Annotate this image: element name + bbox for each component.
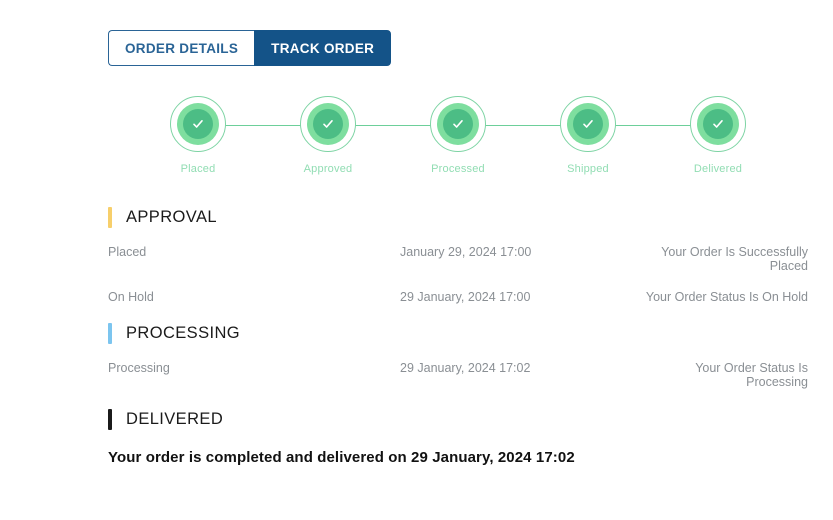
section-processing: PROCESSING Processing 29 January, 2024 1…: [108, 322, 808, 389]
section-approval-accent-bar: [108, 206, 112, 228]
row-status: Your Order Status Is On Hold: [645, 290, 808, 304]
step-delivered[interactable]: Delivered: [668, 88, 768, 175]
step-shipped[interactable]: Shipped: [538, 88, 638, 175]
check-icon: [711, 117, 725, 131]
section-delivered-title: DELIVERED: [126, 409, 224, 428]
stepper-connector-2: [328, 125, 458, 126]
step-delivered-circle: [690, 96, 746, 152]
row-name: Placed: [108, 245, 147, 259]
step-approved-circle: [300, 96, 356, 152]
row-date: 29 January, 2024 17:00: [400, 290, 531, 304]
step-processed-circle: [430, 96, 486, 152]
order-view-tabs: ORDER DETAILS TRACK ORDER: [108, 30, 392, 66]
step-placed[interactable]: Placed: [148, 88, 248, 175]
step-approved[interactable]: Approved: [278, 88, 378, 175]
section-processing-title: PROCESSING: [126, 323, 241, 342]
step-placed-label: Placed: [180, 163, 216, 175]
section-processing-accent-bar: [108, 322, 112, 344]
step-delivered-label: Delivered: [693, 163, 743, 175]
section-delivered-header: DELIVERED: [108, 408, 808, 430]
delivered-message: Your order is completed and delivered on…: [108, 449, 575, 466]
section-approval-header: APPROVAL: [108, 206, 808, 228]
row-date: January 29, 2024 17:00: [400, 245, 532, 259]
section-delivered: DELIVERED Your order is completed and de…: [108, 408, 808, 466]
section-processing-header: PROCESSING: [108, 322, 808, 344]
step-shipped-label: Shipped: [567, 163, 609, 175]
step-placed-circle: [170, 96, 226, 152]
tab-track-order[interactable]: TRACK ORDER: [254, 30, 392, 66]
step-processed-label: Processed: [431, 163, 485, 175]
table-row: On Hold 29 January, 2024 17:00 Your Orde…: [108, 290, 808, 304]
check-icon: [451, 117, 465, 131]
section-approval: APPROVAL Placed January 29, 2024 17:00 Y…: [108, 206, 808, 304]
section-approval-title: APPROVAL: [126, 207, 217, 226]
row-status: Your Order Is Successfully Placed: [661, 245, 808, 273]
order-progress-stepper: Placed Approved: [148, 88, 768, 178]
row-name: Processing: [108, 361, 170, 375]
row-status: Your Order Status Is Processing: [695, 361, 808, 389]
row-name: On Hold: [108, 290, 154, 304]
step-approved-label: Approved: [303, 163, 353, 175]
stepper-connector-1: [198, 125, 328, 126]
stepper-connector-4: [588, 125, 718, 126]
table-row: Placed January 29, 2024 17:00 Your Order…: [108, 245, 808, 273]
stepper-connector-3: [458, 125, 588, 126]
section-delivered-accent-bar: [108, 408, 112, 430]
tab-order-details[interactable]: ORDER DETAILS: [108, 30, 255, 66]
row-date: 29 January, 2024 17:02: [400, 361, 531, 375]
check-icon: [191, 117, 205, 131]
table-row: Processing 29 January, 2024 17:02 Your O…: [108, 361, 808, 389]
check-icon: [581, 117, 595, 131]
check-icon: [321, 117, 335, 131]
step-processed[interactable]: Processed: [408, 88, 508, 175]
step-shipped-circle: [560, 96, 616, 152]
